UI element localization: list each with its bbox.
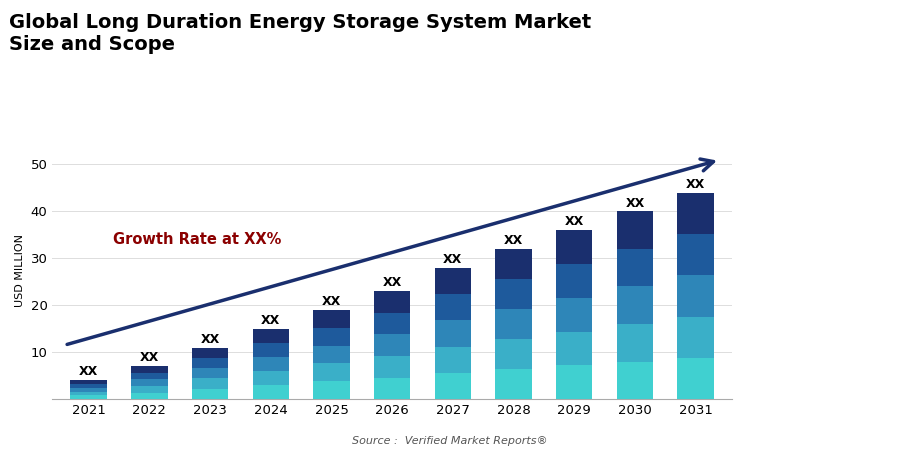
Bar [556,230,592,264]
Bar [253,329,289,343]
Bar [495,369,532,399]
Bar [556,298,592,332]
Bar [616,287,653,324]
Bar [374,291,410,313]
Bar [435,346,471,373]
Bar [435,320,471,346]
Bar [678,316,714,358]
Text: XX: XX [201,333,220,346]
Text: Global Long Duration Energy Storage System Market
Size and Scope: Global Long Duration Energy Storage Syst… [9,14,591,54]
Bar [253,371,289,385]
Bar [556,264,592,298]
Bar [495,309,532,339]
Text: XX: XX [504,234,523,247]
Bar [374,334,410,356]
Text: XX: XX [261,314,281,327]
Bar [616,212,653,249]
Bar [374,356,410,378]
Text: XX: XX [382,276,401,289]
Bar [495,279,532,309]
Y-axis label: USD MILLION: USD MILLION [15,234,25,306]
Bar [70,388,107,392]
Bar [313,346,350,364]
Bar [192,378,229,389]
Bar [556,365,592,399]
Bar [131,379,167,386]
Bar [616,362,653,399]
Bar [192,389,229,399]
Text: XX: XX [140,351,159,364]
Bar [192,358,229,368]
Bar [131,392,167,399]
Bar [556,332,592,365]
Bar [313,364,350,381]
Bar [616,249,653,287]
Bar [435,373,471,399]
Text: Growth Rate at XX%: Growth Rate at XX% [113,232,282,247]
Bar [192,347,229,358]
Text: XX: XX [686,178,706,191]
Bar [70,380,107,384]
Bar [131,386,167,392]
Bar [253,357,289,371]
Text: XX: XX [564,215,584,228]
Bar [253,385,289,399]
Bar [70,396,107,399]
Bar [616,324,653,362]
Bar [70,384,107,388]
Text: Source :  Verified Market Reports®: Source : Verified Market Reports® [352,436,548,446]
Bar [374,313,410,334]
Bar [192,368,229,378]
Bar [495,339,532,369]
Text: XX: XX [626,197,644,210]
Bar [678,193,714,234]
Bar [313,328,350,346]
Bar [678,275,714,316]
Bar [435,268,471,294]
Text: XX: XX [322,295,341,308]
Bar [313,310,350,328]
Bar [70,392,107,396]
Text: XX: XX [443,253,463,266]
Bar [678,234,714,275]
Bar [253,343,289,357]
Bar [313,381,350,399]
Bar [435,294,471,320]
Bar [131,373,167,379]
Bar [374,378,410,399]
Bar [678,358,714,399]
Text: XX: XX [79,365,98,378]
Bar [495,249,532,279]
Bar [131,366,167,373]
